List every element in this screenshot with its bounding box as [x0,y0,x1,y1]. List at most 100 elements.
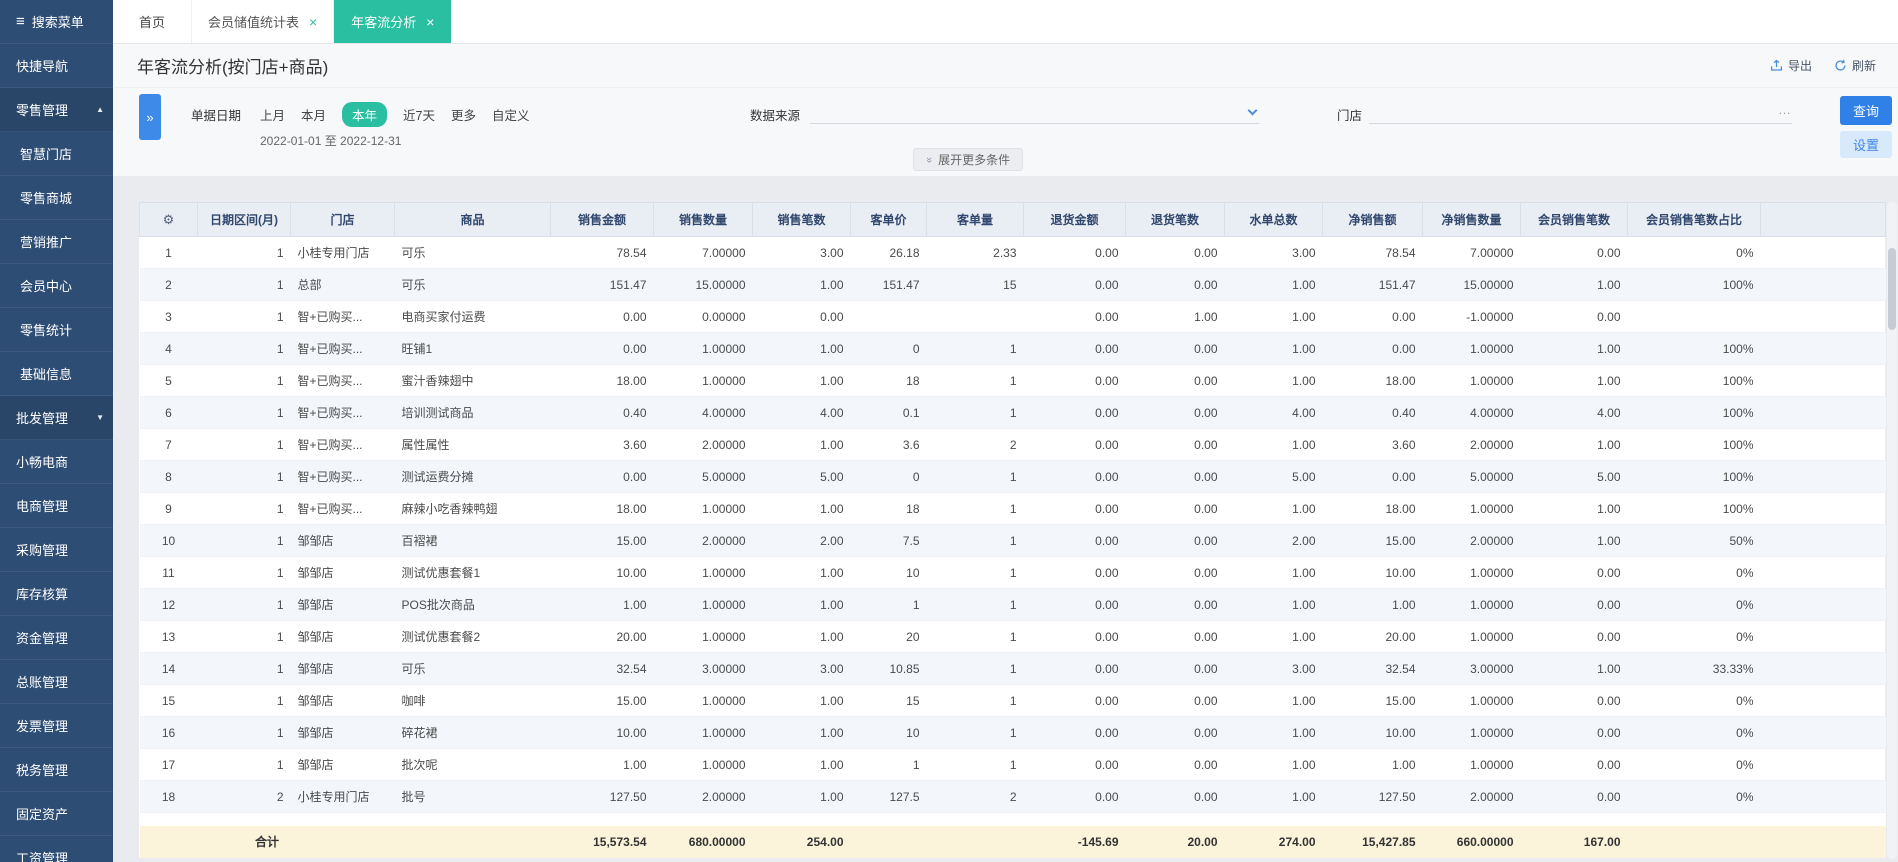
cell-refund-count: 0.00 [1125,588,1225,621]
tab-home[interactable]: 首页 [113,0,191,43]
sidebar-item[interactable]: 税务管理 [0,748,113,792]
col-product[interactable]: 商品 [394,202,551,237]
col-receipt-total[interactable]: 水单总数 [1224,202,1323,237]
sidebar-search-menu[interactable]: ≡ 搜索菜单 [0,0,113,44]
cell-store: 智+已购买... [290,492,395,525]
table-row[interactable]: 4 1 智+已购买... 旺铺1 0.00 1.00000 1.00 0 1 0… [139,332,1886,365]
tab-member-stored-value-report[interactable]: 会员储值统计表 × [191,0,335,43]
table-row[interactable]: 8 1 智+已购买... 测试运费分摊 0.00 5.00000 5.00 0 … [139,460,1886,493]
table-row[interactable]: 10 1 邹邹店 百褶裙 15.00 2.00000 2.00 7.5 1 0.… [139,524,1886,557]
sidebar-item[interactable]: 智慧门店 [0,132,113,176]
table-row[interactable]: 6 1 智+已购买... 培训测试商品 0.40 4.00000 4.00 0.… [139,396,1886,429]
title-bar: 年客流分析(按门店+商品) 导出 刷新 [113,44,1898,88]
close-icon[interactable]: × [426,13,435,30]
cell-refund-amount: 0.00 [1023,748,1126,781]
cell-price-per-customer: 1 [850,588,927,621]
col-net-sales-amount[interactable]: 净销售额 [1322,202,1423,237]
sidebar-item[interactable]: 发票管理 [0,704,113,748]
quick-option-more[interactable]: 更多 [451,109,477,123]
sidebar-item[interactable]: 小畅电商 [0,440,113,484]
quick-option-this-year[interactable]: 本年 [342,102,388,127]
sidebar-item[interactable]: 批发管理 ▼ [0,396,113,440]
col-qty-per-customer[interactable]: 客单量 [926,202,1024,237]
expand-more-conditions-button[interactable]: » 展开更多条件 [913,148,1024,171]
table-row[interactable]: 15 1 邹邹店 咖啡 15.00 1.00000 1.00 15 1 0.00… [139,684,1886,717]
total-member-sales-ratio [1627,825,1761,858]
table-row[interactable]: 11 1 邹邹店 测试优惠套餐1 10.00 1.00000 1.00 10 1… [139,556,1886,589]
sidebar-item[interactable]: 电商管理 [0,484,113,528]
store-picker-ellipsis[interactable]: … [1778,102,1792,117]
cell-receipt-total: 1.00 [1224,428,1323,461]
table-vertical-scrollbar[interactable] [1887,202,1897,859]
cell-member-sales-ratio: 100% [1627,460,1761,493]
quick-option-last-month[interactable]: 上月 [260,109,286,123]
date-range-value[interactable]: 2022-01-01 至 2022-12-31 [260,134,402,148]
col-refund-amount[interactable]: 退货金额 [1023,202,1126,237]
tab-annual-customer-flow[interactable]: 年客流分析 × [334,0,452,43]
col-store[interactable]: 门店 [290,202,395,237]
table-row[interactable]: 5 1 智+已购买... 蜜汁香辣翅中 18.00 1.00000 1.00 1… [139,364,1886,397]
query-button[interactable]: 查询 [1840,96,1892,125]
sidebar-item[interactable]: 资金管理 [0,616,113,660]
refresh-button[interactable]: 刷新 [1834,57,1876,74]
quick-option-custom[interactable]: 自定义 [492,109,530,123]
cell-price-per-customer: 10 [850,556,927,589]
table-row[interactable]: 13 1 邹邹店 测试优惠套餐2 20.00 1.00000 1.00 20 1… [139,620,1886,653]
cell-month: 1 [197,588,291,621]
column-settings-header[interactable]: ⚙ [139,202,198,237]
store-input[interactable]: … [1369,98,1792,124]
quick-option-last-7-days[interactable]: 近7天 [403,109,435,123]
sidebar-item[interactable]: 库存核算 [0,572,113,616]
sidebar-item[interactable]: 工资管理 [0,836,113,862]
sidebar-item[interactable]: 总账管理 [0,660,113,704]
close-icon[interactable]: × [309,13,318,30]
cell-receipt-total: 1.00 [1224,492,1323,525]
data-source-select[interactable] [810,98,1259,124]
settings-button[interactable]: 设置 [1840,131,1892,158]
sidebar-item[interactable]: 零售统计 [0,308,113,352]
sidebar-item[interactable]: 营销推广 [0,220,113,264]
cell-store: 智+已购买... [290,332,395,365]
table-row[interactable]: 2 1 总部 可乐 151.47 15.00000 1.00 151.47 15… [139,268,1886,301]
sidebar-item[interactable]: 快捷导航 [0,44,113,88]
cell-sales-count: 0.00 [752,300,851,333]
collapse-filter-button[interactable]: » [139,94,161,140]
cell-member-sales-count: 1.00 [1520,332,1628,365]
table-row[interactable]: 3 1 智+已购买... 电商买家付运费 0.00 0.00000 0.00 0… [139,300,1886,333]
cell-member-sales-count: 0.00 [1520,748,1628,781]
col-sales-amount[interactable]: 销售金额 [550,202,654,237]
table-row[interactable]: 16 1 邹邹店 碎花裙 10.00 1.00000 1.00 10 1 0.0… [139,716,1886,749]
col-member-sales-count[interactable]: 会员销售笔数 [1520,202,1628,237]
col-price-per-customer[interactable]: 客单价 [850,202,927,237]
cell-net-sales-qty: 1.00000 [1422,620,1521,653]
sidebar-item[interactable]: 零售管理 ▲ [0,88,113,132]
sidebar-item[interactable]: 固定资产 [0,792,113,836]
cell-sales-count: 1.00 [752,556,851,589]
sidebar-item[interactable]: 采购管理 [0,528,113,572]
sidebar-item-label: 工资管理 [16,851,69,862]
cell-refund-amount: 0.00 [1023,236,1126,269]
table-row[interactable]: 12 1 邹邹店 POS批次商品 1.00 1.00000 1.00 1 1 0… [139,588,1886,621]
sidebar-item[interactable]: 零售商城 [0,176,113,220]
cell-net-sales-amount: 10.00 [1322,716,1423,749]
col-date-interval[interactable]: 日期区间(月) [197,202,291,237]
table-row[interactable]: 1 1 小桂专用门店 可乐 78.54 7.00000 3.00 26.18 2… [139,236,1886,269]
export-button[interactable]: 导出 [1770,57,1812,74]
scrollbar-thumb[interactable] [1888,248,1896,330]
sidebar-item[interactable]: 会员中心 [0,264,113,308]
col-sales-count[interactable]: 销售笔数 [752,202,851,237]
table-row[interactable]: 17 1 邹邹店 批次呢 1.00 1.00000 1.00 1 1 0.00 … [139,748,1886,781]
col-member-sales-ratio[interactable]: 会员销售笔数占比 [1627,202,1761,237]
col-net-sales-qty[interactable]: 净销售数量 [1422,202,1521,237]
col-refund-count[interactable]: 退货笔数 [1125,202,1225,237]
col-sales-qty[interactable]: 销售数量 [653,202,753,237]
chevron-down-icon[interactable] [1247,105,1258,116]
quick-option-this-month[interactable]: 本月 [301,109,327,123]
cell-sales-qty: 5.00000 [653,460,753,493]
cell-net-sales-qty: 5.00000 [1422,460,1521,493]
sidebar-item[interactable]: 基础信息 [0,352,113,396]
table-row[interactable]: 7 1 智+已购买... 属性属性 3.60 2.00000 1.00 3.6 … [139,428,1886,461]
table-row[interactable]: 14 1 邹邹店 可乐 32.54 3.00000 3.00 10.85 1 0… [139,652,1886,685]
table-row[interactable]: 9 1 智+已购买... 麻辣小吃香辣鸭翅 18.00 1.00000 1.00… [139,492,1886,525]
table-row[interactable]: 18 2 小桂专用门店 批号 127.50 2.00000 1.00 127.5… [139,780,1886,813]
